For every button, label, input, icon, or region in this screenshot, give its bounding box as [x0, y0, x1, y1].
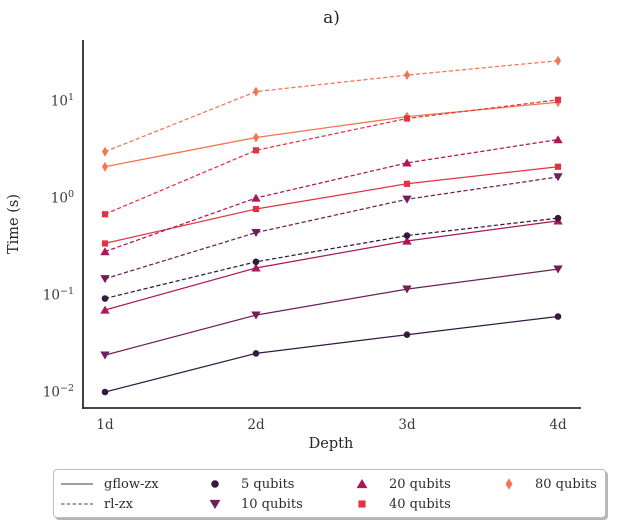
legend-entry-80-qubits: 80 qubits: [501, 474, 597, 494]
diamond-marker-icon: [102, 161, 108, 172]
legend-entry-5-qubits: 5 qubits: [207, 474, 294, 494]
square-marker-icon: [252, 205, 260, 213]
legend-entry-20-qubits: 20 qubits: [354, 474, 451, 494]
chart-title: a): [323, 8, 340, 28]
series-line: [104, 60, 559, 153]
triangle-down-marker-icon: [553, 265, 563, 274]
series-line: [104, 220, 559, 311]
series-line: [104, 166, 559, 245]
square-marker-icon: [101, 240, 109, 247]
series-line: [104, 315, 559, 393]
series-line: [104, 101, 559, 168]
solid-line-sample-icon: [61, 483, 93, 485]
circle-marker-icon: [101, 388, 109, 396]
diamond-marker-icon: [102, 146, 108, 157]
circle-marker-icon: [252, 350, 260, 357]
series-rl-zx-80-qubits: [102, 55, 561, 157]
square-marker-icon: [403, 180, 411, 187]
series-gflow-zx-5-qubits: [101, 313, 562, 396]
triangle-down-legend-icon: [209, 499, 221, 510]
y-tick-label: 10−1: [43, 286, 74, 304]
series-rl-zx-40-qubits: [101, 96, 562, 218]
triangle-up-marker-icon: [251, 263, 261, 272]
series-rl-zx-10-qubits: [100, 173, 563, 284]
legend-entry-rl-zx: rl-zx: [60, 494, 133, 514]
square-marker-icon: [554, 163, 562, 170]
legend-entry-40-qubits: 40 qubits: [354, 494, 451, 514]
square-marker-icon: [358, 500, 366, 508]
series-line: [104, 99, 559, 215]
plot-area: Time (s) Depth 101 100 10−1 10−2 1d 2d 3d 4d: [6, 40, 581, 452]
y-tick-label: 10−2: [43, 383, 74, 401]
triangle-up-marker-icon: [356, 478, 368, 489]
square-marker-icon: [554, 96, 562, 103]
square-legend-icon: [358, 500, 366, 508]
x-tick-label: 2d: [247, 417, 265, 433]
circle-legend-icon: [211, 480, 219, 488]
legend-label: 20 qubits: [389, 476, 451, 492]
y-axis-label: Time (s): [6, 194, 22, 254]
series-rl-zx-20-qubits: [100, 135, 563, 256]
triangle-down-marker-icon: [402, 195, 412, 204]
diamond-marker-icon: [555, 55, 561, 66]
legend-label: rl-zx: [104, 496, 133, 512]
legend-label: 80 qubits: [535, 476, 597, 492]
diamond-marker-icon: [404, 70, 410, 81]
triangle-up-marker-icon: [251, 193, 261, 202]
triangle-up-marker-icon: [402, 158, 412, 167]
circle-marker-icon: [554, 214, 562, 222]
square-marker-icon: [403, 115, 411, 122]
series-line: [104, 138, 559, 253]
triangle-down-marker-icon: [553, 173, 563, 182]
x-tick-label: 4d: [549, 417, 567, 433]
diamond-marker-icon: [253, 132, 259, 143]
triangle-up-marker-icon: [100, 305, 110, 314]
x-tick-label: 3d: [398, 417, 416, 433]
series-gflow-zx-40-qubits: [101, 163, 562, 247]
legend-entry-10-qubits: 10 qubits: [207, 494, 303, 514]
circle-marker-icon: [211, 480, 219, 488]
x-axis-label: Depth: [309, 436, 354, 452]
diamond-marker-icon: [253, 86, 259, 97]
triangle-down-marker-icon: [251, 311, 261, 320]
square-marker-icon: [252, 147, 260, 154]
x-tick-label: 1d: [96, 417, 114, 433]
triangle-down-marker-icon: [100, 351, 110, 360]
triangle-up-legend-icon: [356, 478, 368, 489]
series-gflow-zx-20-qubits: [100, 216, 563, 314]
legend-label: gflow-zx: [104, 476, 159, 492]
legend-label: 40 qubits: [389, 496, 451, 512]
series-gflow-zx-10-qubits: [100, 265, 563, 360]
series-line: [104, 217, 559, 300]
diamond-marker-icon: [505, 478, 513, 490]
triangle-down-marker-icon: [251, 228, 261, 237]
circle-marker-icon: [403, 331, 411, 338]
legend: gflow-zx rl-zx 5 qubits 10 qubits 20 qubits 4…: [53, 469, 606, 518]
diamond-legend-icon: [505, 478, 513, 490]
triangle-up-marker-icon: [402, 236, 412, 245]
legend-entry-gflow-zx: gflow-zx: [60, 474, 159, 494]
triangle-up-marker-icon: [553, 135, 563, 144]
triangle-down-marker-icon: [402, 285, 412, 294]
series-line: [104, 268, 559, 356]
dashed-line-sample-icon: [61, 503, 93, 505]
square-marker-icon: [101, 211, 109, 218]
triangle-down-marker-icon: [100, 275, 110, 284]
circle-marker-icon: [252, 258, 260, 266]
circle-marker-icon: [101, 295, 109, 302]
y-tick-label: 100: [51, 189, 74, 207]
y-tick-label: 101: [51, 92, 74, 110]
legend-label: 10 qubits: [241, 496, 303, 512]
legend-label: 5 qubits: [241, 476, 295, 492]
circle-marker-icon: [554, 313, 562, 320]
circle-marker-icon: [403, 232, 411, 239]
series-rl-zx-5-qubits: [101, 214, 562, 302]
triangle-up-marker-icon: [100, 247, 110, 256]
triangle-down-marker-icon: [209, 499, 221, 510]
